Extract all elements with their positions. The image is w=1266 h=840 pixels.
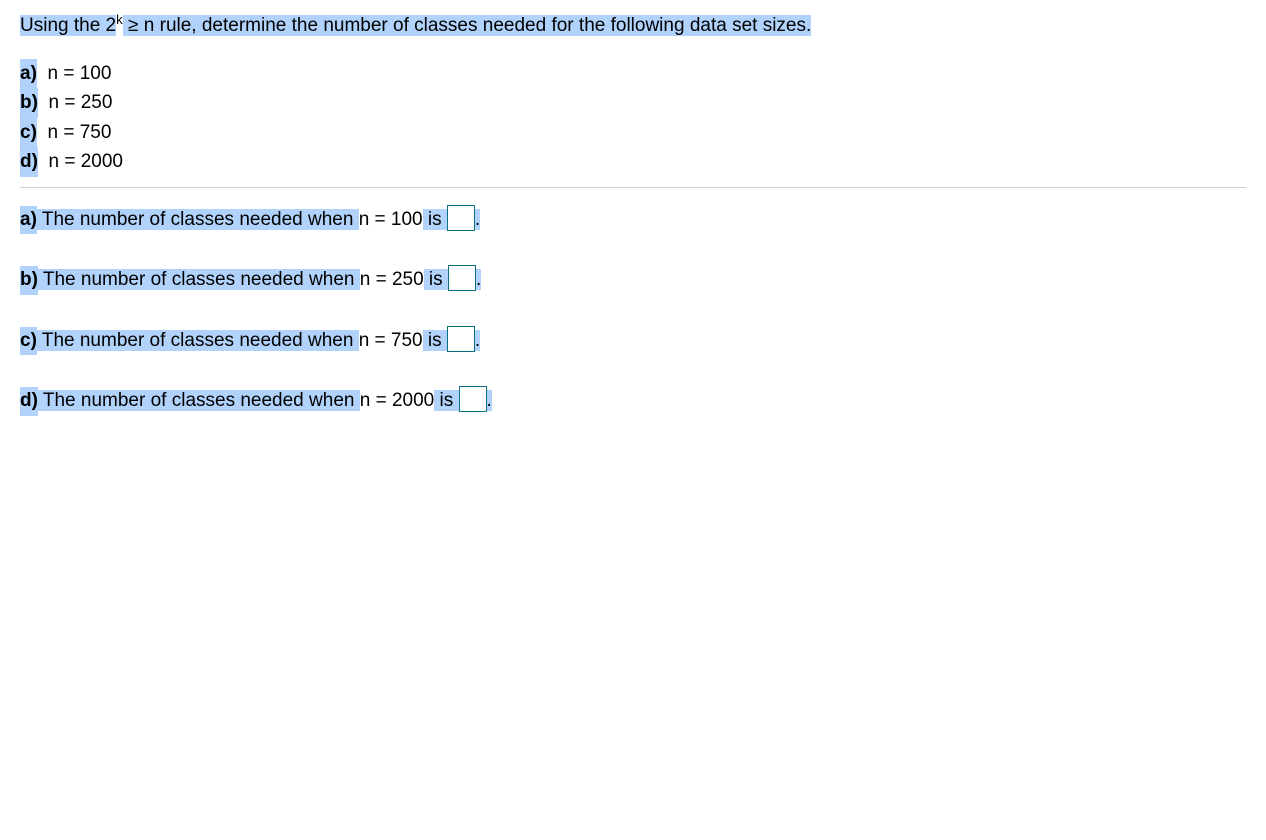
list-item: b) n = 250 [20,88,1246,117]
answer-input-b[interactable] [448,265,476,291]
question-text: Using the 2k ≥ n rule, determine the num… [20,10,1246,41]
list-item: c) n = 750 [20,118,1246,147]
rule-exponent: k [116,12,123,27]
answer-period-c: . [475,330,480,351]
answer-period-b: . [476,269,481,290]
answer-input-a[interactable] [447,205,475,231]
answer-nexpr-c: n = 750 [359,330,423,351]
question-prefix: Using the [20,15,106,36]
item-text-d: n = 2000 [49,151,124,172]
answer-pre-c: The number of classes needed when [37,330,359,351]
item-label-d: d) [20,147,38,176]
answer-post-c: is [423,330,447,351]
question-suffix: rule, determine the number of classes ne… [154,15,811,36]
rule-relation: ≥ n [123,15,155,36]
answer-label-d: d) [20,387,38,416]
answer-input-c[interactable] [447,326,475,352]
section-divider [20,187,1246,188]
answer-label-c: c) [20,327,37,356]
answer-post-d: is [434,390,458,411]
item-text-c: n = 750 [47,122,111,143]
answer-post-b: is [424,269,448,290]
answer-row-b: b) The number of classes needed when n =… [20,266,1246,295]
answer-row-a: a) The number of classes needed when n =… [20,206,1246,235]
item-label-c: c) [20,118,37,147]
item-label-a: a) [20,59,37,88]
answer-input-d[interactable] [459,386,487,412]
item-text-b: n = 250 [49,92,113,113]
list-item: a) n = 100 [20,59,1246,88]
answer-nexpr-d: n = 2000 [360,390,435,411]
answer-pre-b: The number of classes needed when [38,269,360,290]
answer-label-b: b) [20,266,38,295]
answer-nexpr-b: n = 250 [360,269,424,290]
answer-label-a: a) [20,206,37,235]
rule-base: 2 [106,15,117,36]
answer-row-d: d) The number of classes needed when n =… [20,387,1246,416]
list-item: d) n = 2000 [20,147,1246,176]
item-label-b: b) [20,88,38,117]
answer-row-c: c) The number of classes needed when n =… [20,327,1246,356]
answer-pre-d: The number of classes needed when [38,390,360,411]
answer-nexpr-a: n = 100 [359,209,423,230]
answer-post-a: is [423,209,447,230]
answer-period-d: . [487,390,492,411]
item-list: a) n = 100 b) n = 250 c) n = 750 d) n = … [20,59,1246,177]
answer-pre-a: The number of classes needed when [37,209,359,230]
answer-period-a: . [475,209,480,230]
item-text-a: n = 100 [47,63,111,84]
